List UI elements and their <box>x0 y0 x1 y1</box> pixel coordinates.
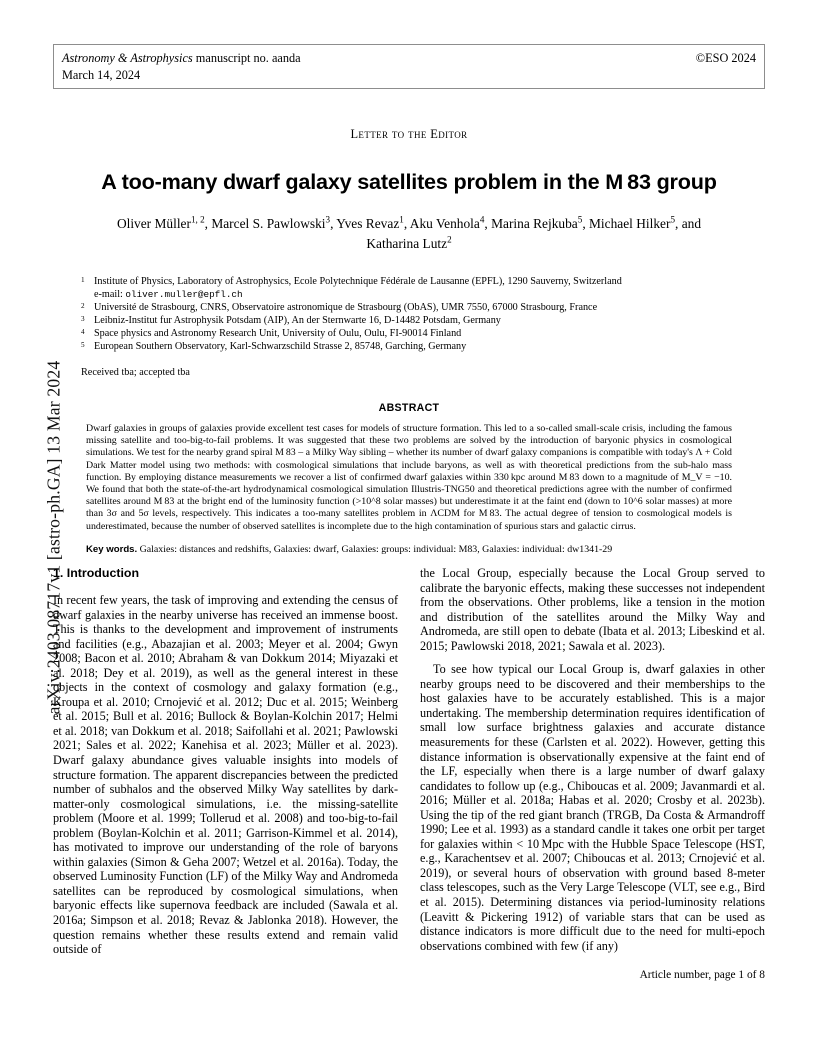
affiliation-item: 5 European Southern Observatory, Karl-Sc… <box>81 341 753 354</box>
author-affil-marker: 1 <box>399 214 404 225</box>
author-name: Oliver Müller <box>116 216 191 231</box>
author-affil-marker: 3 <box>325 214 331 225</box>
page-footer: Article number, page 1 of 8 <box>639 969 765 981</box>
email-label: e-mail: <box>94 289 126 301</box>
left-column: 1. Introduction In recent few years, the… <box>53 566 398 957</box>
affiliation-text: Université de Strasbourg, CNRS, Observat… <box>94 301 598 313</box>
right-column: the Local Group, especially because the … <box>420 566 765 957</box>
affiliation-number: 5 <box>81 341 85 350</box>
author-affil-marker: 5 <box>670 214 676 225</box>
author-affil-marker: 4 <box>479 214 485 225</box>
author-entry: Michael Hilker5 <box>589 214 676 231</box>
received-accepted-line: Received tba; accepted tba <box>81 366 190 378</box>
section-heading-introduction: 1. Introduction <box>53 566 140 580</box>
page-title: A too-many dwarf galaxy satellites probl… <box>101 169 717 194</box>
affiliation-number: 1 <box>81 276 85 284</box>
paragraph: the Local Group, especially because the … <box>420 566 765 653</box>
running-header-box: Astronomy & Astrophysics manuscript no. … <box>53 44 765 89</box>
paragraph: To see how typical our Local Group is, d… <box>420 662 765 953</box>
paragraph: In recent few years, the task of improvi… <box>53 593 398 957</box>
affiliation-text: Space physics and Astronomy Research Uni… <box>94 328 462 340</box>
author-name: Yves Revaz <box>336 216 400 231</box>
author-name: Michael Hilker <box>589 216 671 231</box>
header-date: March 14, 2024 <box>62 67 141 82</box>
affiliation-text: European Southern Observatory, Karl-Schw… <box>94 341 467 353</box>
author-name: Marina Rejkuba <box>491 216 578 231</box>
keywords-line: Key words. Galaxies: distances and redsh… <box>86 544 732 556</box>
author-name: Katharina Lutz <box>366 236 448 251</box>
affiliation-email-row: e-mail: oliver.muller@epfl.ch <box>81 289 753 302</box>
affiliation-number: 2 <box>81 301 85 310</box>
affiliation-text: Leibniz-Institut fur Astrophysik Potsdam… <box>94 314 501 326</box>
author-list: Oliver Müller1, 2, Marcel S. Pawlowski3,… <box>116 214 702 251</box>
author-entry: Marcel S. Pawlowski3 <box>211 214 331 231</box>
keywords-label: Key words. <box>86 543 138 555</box>
copyright-notice: ©ESO 2024 <box>695 51 756 65</box>
author-entry: Yves Revaz1 <box>336 214 404 231</box>
affiliation-number: 4 <box>81 328 85 337</box>
author-entry: Katharina Lutz2 <box>366 234 452 251</box>
author-entry: Oliver Müller1, 2 <box>116 214 205 231</box>
author-entry: Aku Venhola4 <box>409 214 485 231</box>
abstract-section: ABSTRACT Dwarf galaxies in groups of gal… <box>86 402 732 556</box>
journal-name: Astronomy & Astrophysics <box>62 51 193 65</box>
author-name: Aku Venhola <box>409 216 480 231</box>
running-header-left: Astronomy & Astrophysics manuscript no. … <box>62 50 756 83</box>
author-affil-marker: 5 <box>577 214 583 225</box>
author-name: Marcel S. Pawlowski <box>211 216 326 231</box>
letter-to-the-editor-kicker: Letter to the Editor <box>350 127 468 141</box>
paper-page: Astronomy & Astrophysics manuscript no. … <box>53 44 765 1004</box>
affiliation-list: 1 Institute of Physics, Laboratory of As… <box>81 276 753 354</box>
affiliation-text: Institute of Physics, Laboratory of Astr… <box>94 276 622 287</box>
author-affil-marker: 1, 2 <box>190 214 205 225</box>
author-affil-marker: 2 <box>447 234 452 245</box>
affiliation-item: 4 Space physics and Astronomy Research U… <box>81 328 753 341</box>
abstract-text: Dwarf galaxies in groups of galaxies pro… <box>86 422 732 532</box>
manuscript-number: manuscript no. aanda <box>192 51 301 65</box>
affiliation-number: 3 <box>81 314 85 323</box>
body-columns: 1. Introduction In recent few years, the… <box>53 566 765 957</box>
author-conjunction: , and <box>675 216 702 231</box>
abstract-heading: ABSTRACT <box>378 401 440 414</box>
author-entry: Marina Rejkuba5 <box>491 214 583 231</box>
affiliation-item: 2 Université de Strasbourg, CNRS, Observ… <box>81 302 753 315</box>
keywords-text: Galaxies: distances and redshifts, Galax… <box>139 543 613 555</box>
affiliation-item: 1 Institute of Physics, Laboratory of As… <box>81 276 753 289</box>
affiliation-item: 3 Leibniz-Institut fur Astrophysik Potsd… <box>81 315 753 328</box>
author-email[interactable]: oliver.muller@epfl.ch <box>125 289 243 301</box>
